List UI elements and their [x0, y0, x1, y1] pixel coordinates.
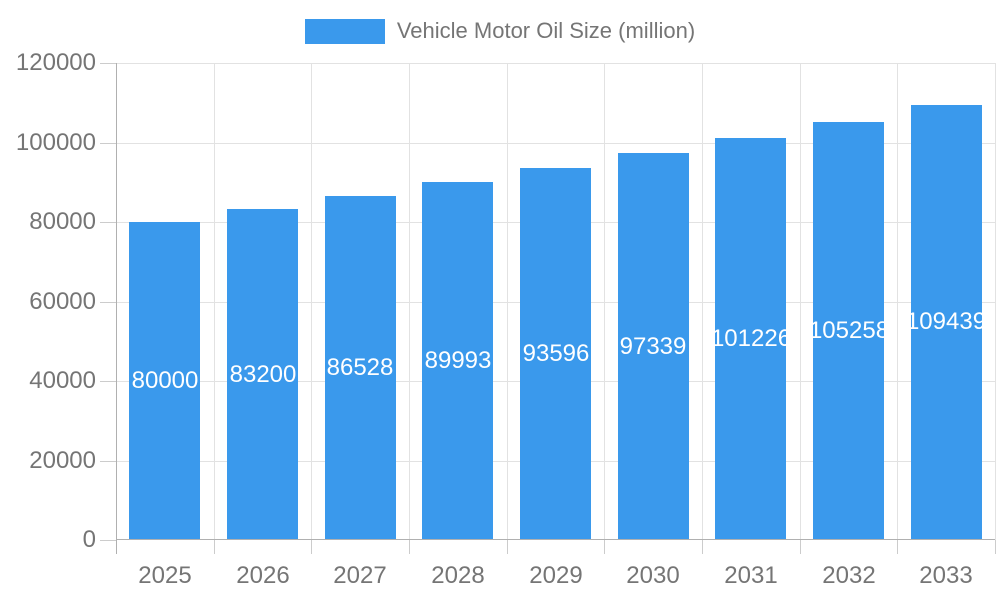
- bar[interactable]: [129, 222, 200, 539]
- x-tick-label: 2033: [919, 562, 973, 589]
- bar[interactable]: [325, 196, 396, 539]
- v-gridline: [214, 63, 215, 540]
- y-tick-mark: [100, 63, 116, 64]
- y-tick-mark: [100, 461, 116, 462]
- bar[interactable]: [813, 122, 884, 539]
- x-tick-label: 2032: [822, 562, 876, 589]
- x-tick-label: 2030: [626, 562, 680, 589]
- v-gridline: [897, 63, 898, 540]
- x-axis: [116, 539, 995, 540]
- bar[interactable]: [422, 182, 493, 539]
- x-tick-mark: [409, 540, 410, 554]
- x-tick-mark: [214, 540, 215, 554]
- x-tick-mark: [507, 540, 508, 554]
- bar[interactable]: [715, 138, 786, 539]
- legend-swatch: [304, 18, 385, 44]
- y-tick-mark: [100, 302, 116, 303]
- v-gridline: [507, 63, 508, 540]
- x-tick-label: 2028: [431, 562, 485, 589]
- y-tick-label: 80000: [29, 208, 96, 235]
- v-gridline: [409, 63, 410, 540]
- y-tick-label: 60000: [29, 288, 96, 315]
- x-tick-mark: [311, 540, 312, 554]
- y-tick-mark: [100, 143, 116, 144]
- x-tick-mark: [897, 540, 898, 554]
- y-tick-label: 0: [82, 526, 96, 553]
- x-tick-label: 2026: [236, 562, 290, 589]
- y-axis: [116, 63, 117, 554]
- bar[interactable]: [520, 168, 591, 539]
- chart-legend[interactable]: Vehicle Motor Oil Size (million): [0, 17, 1000, 45]
- h-gridline: [116, 63, 995, 64]
- x-tick-mark: [995, 540, 996, 554]
- v-gridline: [995, 63, 996, 540]
- y-tick-mark: [100, 540, 116, 541]
- x-tick-mark: [116, 540, 117, 554]
- v-gridline: [311, 63, 312, 540]
- legend-label: Vehicle Motor Oil Size (million): [396, 18, 696, 43]
- bar[interactable]: [227, 209, 298, 539]
- x-tick-mark: [604, 540, 605, 554]
- x-tick-label: 2025: [138, 562, 192, 589]
- v-gridline: [702, 63, 703, 540]
- v-gridline: [800, 63, 801, 540]
- x-tick-label: 2031: [724, 562, 778, 589]
- bar[interactable]: [911, 105, 982, 539]
- y-tick-mark: [100, 381, 116, 382]
- bar[interactable]: [618, 153, 689, 539]
- x-tick-mark: [800, 540, 801, 554]
- x-tick-mark: [702, 540, 703, 554]
- y-tick-label: 120000: [15, 49, 96, 76]
- y-tick-label: 20000: [29, 447, 96, 474]
- y-tick-label: 100000: [15, 129, 96, 156]
- x-tick-label: 2027: [333, 562, 387, 589]
- y-tick-label: 40000: [29, 367, 96, 394]
- y-tick-mark: [100, 222, 116, 223]
- x-tick-label: 2029: [529, 562, 583, 589]
- v-gridline: [604, 63, 605, 540]
